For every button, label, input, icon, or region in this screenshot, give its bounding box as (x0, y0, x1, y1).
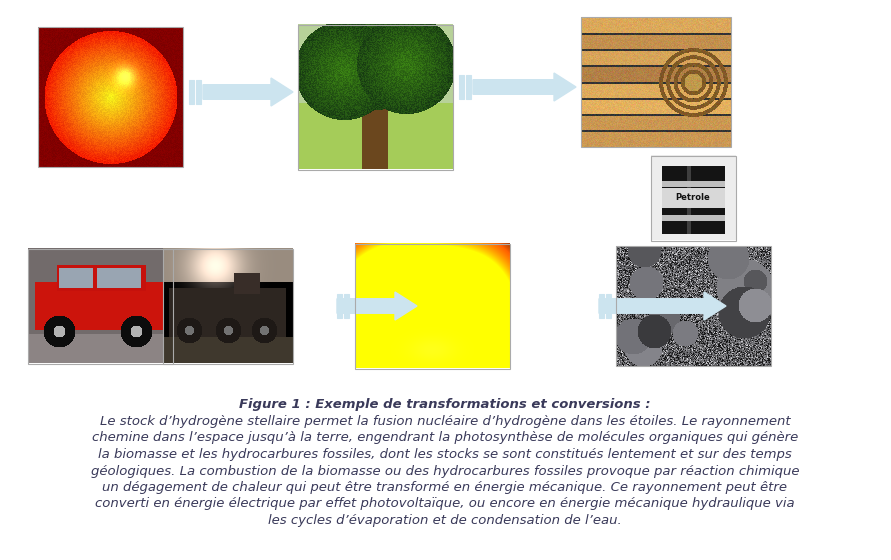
Bar (37, 27, 183, 167)
Text: Le stock d’hydrogène stellaire permet la fusion nucléaire d’hydrogène dans les é: Le stock d’hydrogène stellaire permet la… (100, 415, 790, 428)
Text: géologiques. La combustion de la biomasse ou des hydrocarbures fossiles provoque: géologiques. La combustion de la biomass… (91, 464, 799, 478)
Bar (355, 244, 510, 368)
Text: la biomasse et les hydrocarbures fossiles, dont les stocks se sont constitués le: la biomasse et les hydrocarbures fossile… (98, 448, 792, 461)
Text: un dégagement de chaleur qui peut être transformé en énergie mécanique. Ce rayon: un dégagement de chaleur qui peut être t… (102, 481, 788, 494)
Bar (344, 294, 349, 318)
Bar (28, 249, 173, 363)
Bar (599, 294, 604, 318)
Bar (196, 80, 201, 104)
FancyArrow shape (473, 73, 576, 101)
Bar (650, 156, 735, 240)
Bar (616, 246, 771, 366)
Bar (606, 294, 611, 318)
Bar (459, 75, 464, 99)
Text: converti en énergie électrique par effet photovoltaïque, ou encore en énergie mé: converti en énergie électrique par effet… (95, 497, 795, 511)
Text: Petrole: Petrole (675, 194, 710, 203)
FancyArrow shape (599, 292, 726, 320)
FancyArrow shape (203, 78, 293, 106)
Bar (466, 75, 471, 99)
Bar (189, 80, 194, 104)
Text: Figure 1 : Exemple de transformations et conversions :: Figure 1 : Exemple de transformations et… (240, 398, 650, 411)
Bar (581, 17, 731, 147)
Text: chemine dans l’espace jusqu’à la terre, engendrant la photosynthèse de molécules: chemine dans l’espace jusqu’à la terre, … (92, 432, 798, 445)
Text: les cycles d’évaporation et de condensation de l’eau.: les cycles d’évaporation et de condensat… (268, 514, 622, 527)
Bar (298, 25, 453, 170)
Bar (163, 249, 293, 363)
Bar (337, 294, 342, 318)
FancyArrow shape (337, 292, 417, 320)
